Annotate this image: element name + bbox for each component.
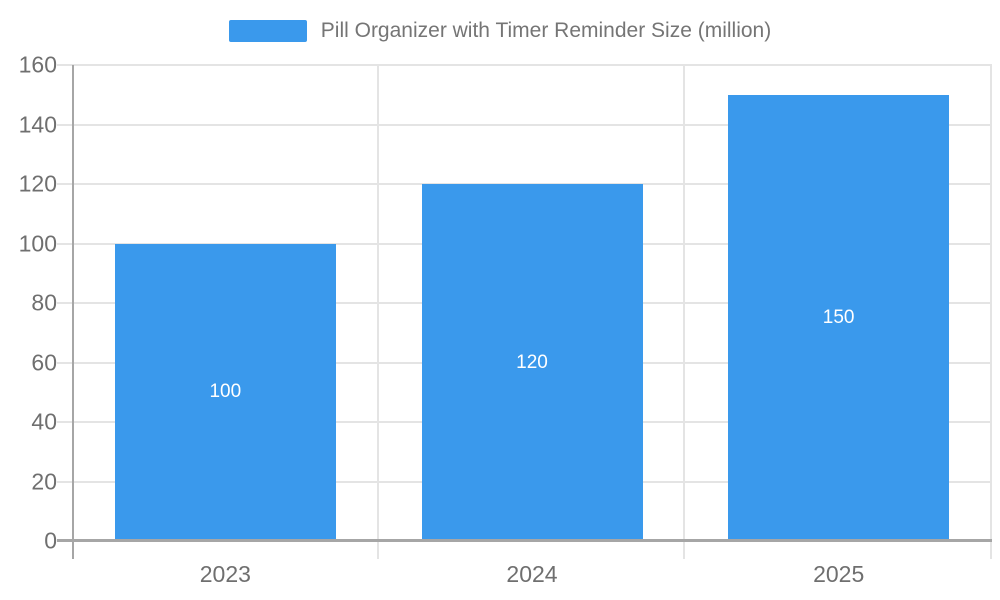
bar-2025[interactable]: 150 <box>728 94 950 541</box>
y-gridline <box>72 64 992 66</box>
y-axis-tick <box>57 242 72 245</box>
legend[interactable]: Pill Organizer with Timer Reminder Size … <box>0 20 1000 42</box>
y-axis-tick <box>57 421 72 423</box>
y-axis-tick <box>57 302 72 304</box>
y-axis-tick-label: 40 <box>31 408 57 435</box>
y-axis-tick <box>57 183 72 185</box>
x-axis-tick-label: 2023 <box>199 561 251 587</box>
bar-2023[interactable]: 100 <box>114 243 336 541</box>
legend-swatch <box>228 20 307 42</box>
x-axis-tick-label: 2024 <box>506 561 558 587</box>
x-axis-line <box>57 539 992 542</box>
y-axis-tick-label: 100 <box>18 230 57 256</box>
y-axis-tick <box>57 480 72 483</box>
bar-value-label: 150 <box>822 306 855 328</box>
y-axis-tick-label: 80 <box>31 289 57 316</box>
bar-value-label: 120 <box>516 351 548 373</box>
y-axis-tick <box>57 123 72 126</box>
category-boundary-line <box>990 65 992 541</box>
y-axis-tick-label: 60 <box>31 349 57 375</box>
y-axis-tick-label: 120 <box>18 170 57 197</box>
y-axis-tick <box>57 64 72 66</box>
y-gridline <box>72 123 992 126</box>
x-axis-tick <box>683 541 686 559</box>
category-boundary-line <box>376 65 379 541</box>
legend-label: Pill Organizer with Timer Reminder Size … <box>320 19 772 42</box>
category-boundary-line <box>683 65 686 541</box>
y-axis-tick-label: 160 <box>18 51 57 78</box>
y-axis-tick <box>57 361 72 364</box>
y-axis-tick-label: 140 <box>18 111 57 137</box>
bar-2024[interactable]: 120 <box>421 184 643 541</box>
bar-value-label: 100 <box>209 381 242 403</box>
y-axis-tick-label: 0 <box>44 527 57 554</box>
x-axis-tick <box>376 541 379 559</box>
x-axis-tick-label: 2025 <box>813 561 865 587</box>
y-axis-tick-label: 20 <box>31 468 57 494</box>
plot-area: 0 20 40 60 80 100 120 140 160 100 2023 120 2024 150 20… <box>19 52 992 587</box>
y-axis-line <box>72 65 74 559</box>
x-axis-tick <box>990 541 992 559</box>
